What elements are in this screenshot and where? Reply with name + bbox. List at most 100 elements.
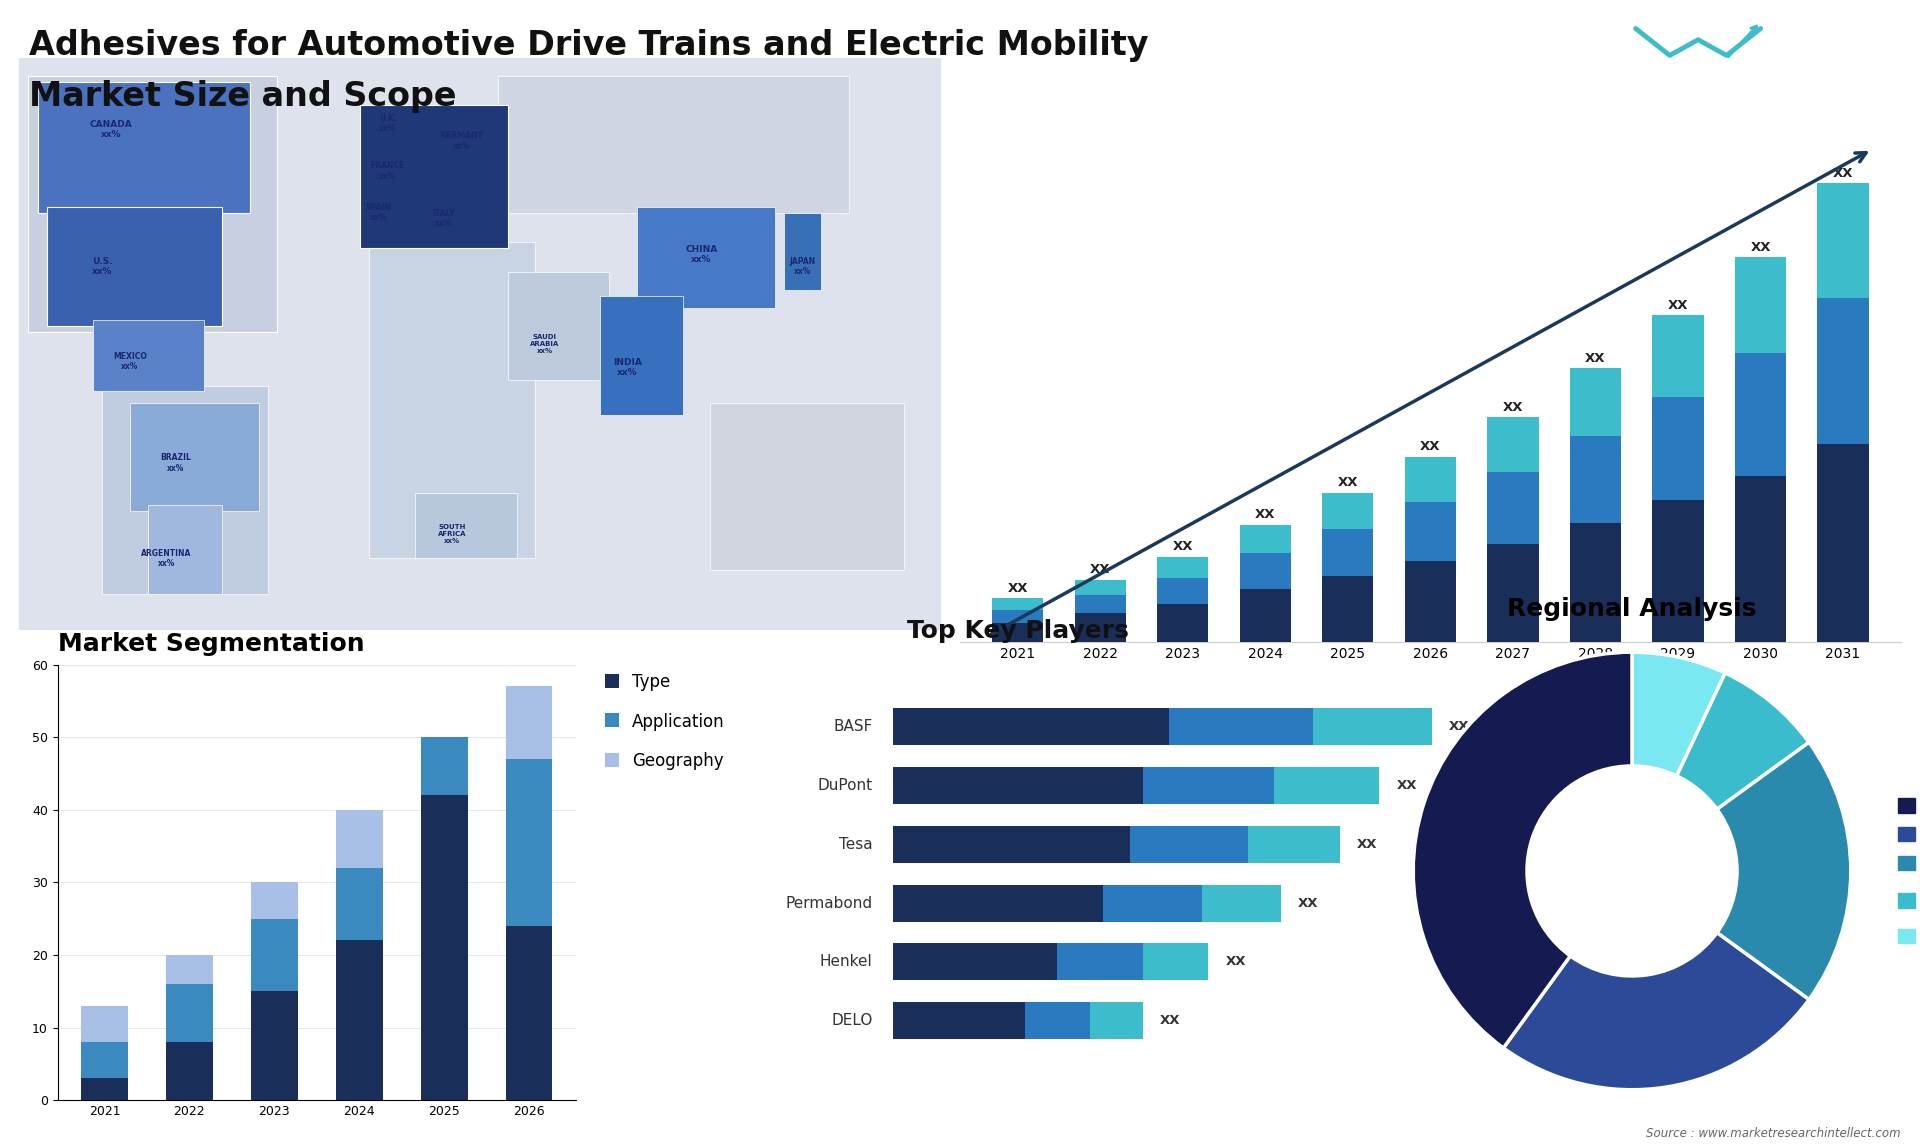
Text: CANADA
xx%: CANADA xx% [90,119,132,139]
Bar [165,1042,213,1100]
Bar [1736,353,1786,476]
Text: XX: XX [1834,167,1853,180]
Bar [1323,493,1373,528]
Text: XX: XX [1751,241,1770,253]
Bar [1323,528,1373,575]
Text: MEXICO
xx%: MEXICO xx% [113,352,146,371]
Bar [1142,767,1275,804]
Bar [252,882,298,919]
Bar [993,610,1043,623]
Polygon shape [38,81,250,213]
Text: CHINA
xx%: CHINA xx% [685,245,718,264]
Bar [1313,708,1432,745]
Text: XX: XX [1256,509,1275,521]
Bar [1240,554,1290,589]
Text: U.S.
xx%: U.S. xx% [92,257,113,276]
Bar [1058,943,1142,981]
Polygon shape [637,206,776,308]
Bar [1202,885,1281,921]
Bar [81,1042,129,1078]
Bar [1323,575,1373,642]
Bar [336,810,382,868]
Bar [1488,543,1538,642]
Text: Source : www.marketresearchintellect.com: Source : www.marketresearchintellect.com [1645,1128,1901,1140]
Bar [1129,826,1248,863]
Text: XX: XX [1091,563,1110,576]
Text: XX: XX [1421,440,1440,454]
Bar [1240,525,1290,554]
Bar [420,795,468,1100]
Bar [1653,397,1703,501]
Text: U.K.
xx%: U.K. xx% [378,113,397,133]
Bar [505,926,553,1100]
Bar [1405,502,1455,560]
Text: XX: XX [1338,477,1357,489]
Text: SPAIN
xx%: SPAIN xx% [367,203,392,222]
Text: XX: XX [1586,352,1605,364]
Bar [1091,1002,1142,1039]
Polygon shape [102,385,269,594]
Wedge shape [1632,652,1726,776]
Bar [1818,444,1868,642]
Bar [993,623,1043,642]
Text: Adhesives for Automotive Drive Trains and Electric Mobility: Adhesives for Automotive Drive Trains an… [29,29,1148,62]
Text: SAUDI
ARABIA
xx%: SAUDI ARABIA xx% [530,333,559,354]
Bar [1571,437,1620,523]
Text: DELO: DELO [831,1013,872,1028]
Text: RESEARCH: RESEARCH [1784,71,1845,80]
Polygon shape [148,504,223,594]
Polygon shape [599,296,684,415]
Bar [1075,580,1125,595]
Text: Market Segmentation: Market Segmentation [58,631,365,656]
Text: DuPont: DuPont [818,778,872,793]
Bar [1571,523,1620,642]
Bar [1405,457,1455,502]
Polygon shape [499,76,849,213]
Bar [1025,1002,1091,1039]
Polygon shape [361,105,507,249]
Text: XX: XX [1008,582,1027,595]
Text: XX: XX [1160,1014,1181,1027]
Polygon shape [783,213,822,290]
Bar [505,759,553,926]
Text: INDIA
xx%: INDIA xx% [612,358,641,377]
Text: ARGENTINA
xx%: ARGENTINA xx% [142,549,192,568]
Bar [1653,315,1703,397]
Bar [1488,417,1538,472]
Bar [1488,472,1538,543]
Text: XX: XX [1396,779,1417,792]
Bar [1405,560,1455,642]
Text: Tesa: Tesa [839,837,872,851]
Wedge shape [1503,933,1809,1090]
Bar [993,598,1043,610]
Bar [1736,476,1786,642]
Text: BRAZIL
xx%: BRAZIL xx% [161,454,192,472]
Bar [1818,183,1868,298]
Text: XX: XX [1225,956,1246,968]
Polygon shape [415,493,516,558]
Circle shape [1532,770,1732,972]
Bar [893,767,1142,804]
Bar [505,686,553,759]
Bar [893,885,1104,921]
Text: XX: XX [1298,896,1319,910]
Bar [1275,767,1379,804]
Text: MARKET: MARKET [1784,46,1832,56]
Bar [81,1006,129,1042]
Bar [1248,826,1340,863]
Text: SOUTH
AFRICA
xx%: SOUTH AFRICA xx% [438,525,467,544]
Bar [1240,589,1290,642]
Text: INTELLECT: INTELLECT [1784,95,1845,105]
Text: ITALY
xx%: ITALY xx% [432,209,455,228]
Text: GERMANY
xx%: GERMANY xx% [440,132,484,151]
Polygon shape [131,403,259,511]
Bar [1169,708,1313,745]
Bar [1142,943,1208,981]
Bar [1571,368,1620,437]
Polygon shape [369,243,536,558]
Text: XX: XX [1503,401,1523,414]
Wedge shape [1676,673,1809,809]
Bar [893,1002,1025,1039]
Bar [1075,595,1125,613]
Wedge shape [1413,652,1632,1047]
